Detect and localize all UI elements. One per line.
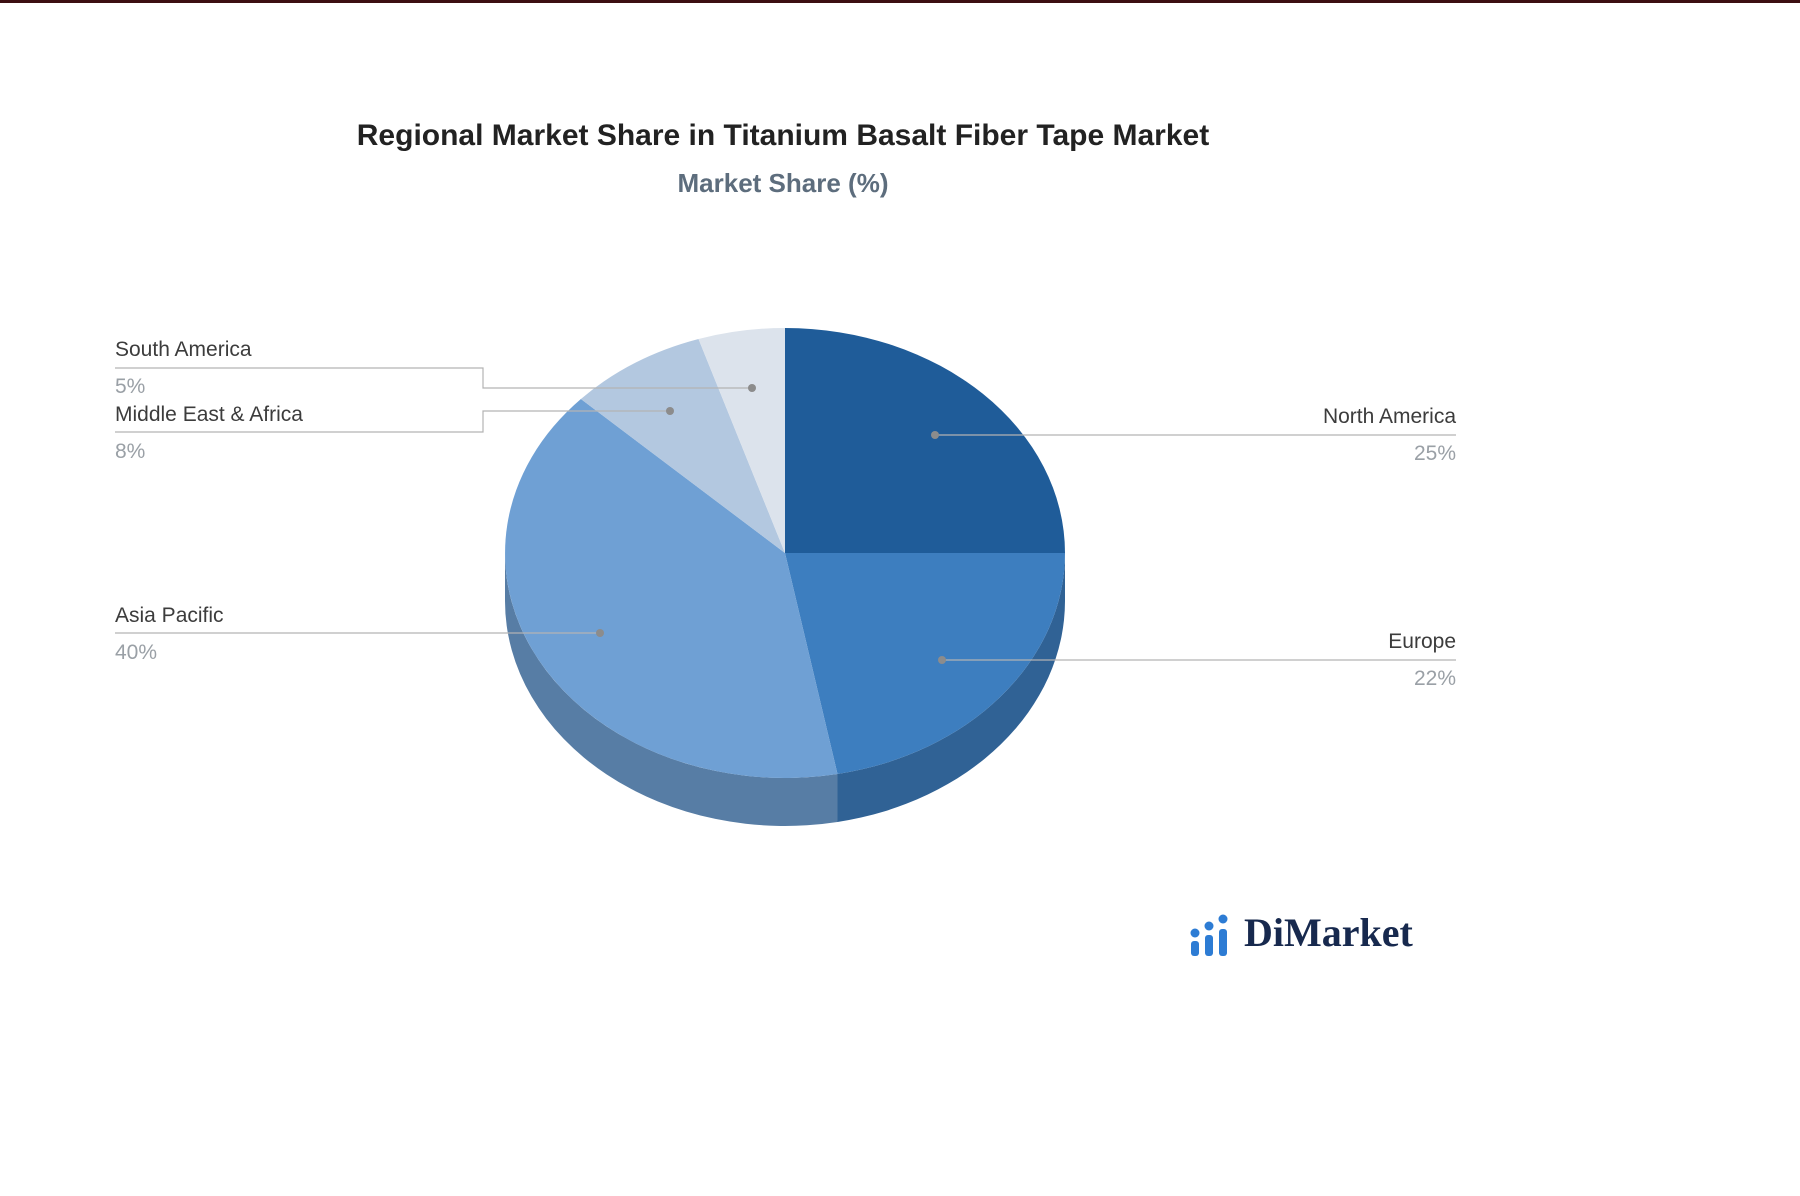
pie-slice-europe [785, 553, 1065, 774]
pie-slice-asia-pacific [505, 399, 838, 778]
chart-subtitle: Market Share (%) [677, 168, 889, 198]
callout-south-america-value: 5% [115, 375, 146, 398]
leader-line-middle-east-africa [115, 410, 670, 433]
dimarket-logo: DiMarket [1188, 906, 1413, 960]
pie-slice-south-america [698, 328, 785, 553]
callout-europe: Europe 22% [1388, 629, 1456, 692]
leader-dot-north-america [931, 431, 939, 439]
callout-asia-pacific-label: Asia Pacific [115, 604, 224, 627]
callout-south-america: South America 5% [115, 337, 252, 400]
leader-dot-south-america [748, 384, 756, 392]
callout-europe-value: 22% [1413, 667, 1456, 690]
callout-north-america: North America 25% [1323, 404, 1456, 467]
callout-middle-east-africa-label: Middle East & Africa [115, 403, 303, 426]
callout-asia-pacific-value: 40% [115, 641, 158, 664]
leader-dot-asia-pacific [596, 629, 604, 637]
callout-middle-east-africa-value: 8% [115, 440, 146, 463]
pie-slice-side-asia-pacific [505, 553, 838, 826]
callout-asia-pacific: Asia Pacific 40% [115, 603, 224, 666]
callout-south-america-label: South America [115, 338, 252, 361]
pie-slice-middle-east-africa [580, 339, 785, 553]
callout-middle-east-africa: Middle East & Africa 8% [115, 402, 303, 465]
chart-title: Regional Market Share in Titanium Basalt… [356, 119, 1210, 152]
pie-slice-side-europe [837, 553, 1065, 822]
dimarket-logo-text: DiMarket [1244, 910, 1413, 955]
bar-chart-dots-icon [1190, 914, 1228, 956]
leader-dot-europe [938, 656, 946, 664]
top-edge-line [0, 0, 1800, 3]
pie-slice-north-america [785, 328, 1065, 553]
leader-dot-middle-east-africa [666, 407, 674, 415]
callout-north-america-label: North America [1322, 405, 1456, 428]
callout-north-america-value: 25% [1413, 442, 1456, 465]
callout-europe-label: Europe [1388, 630, 1456, 653]
leader-line-south-america [115, 367, 752, 389]
